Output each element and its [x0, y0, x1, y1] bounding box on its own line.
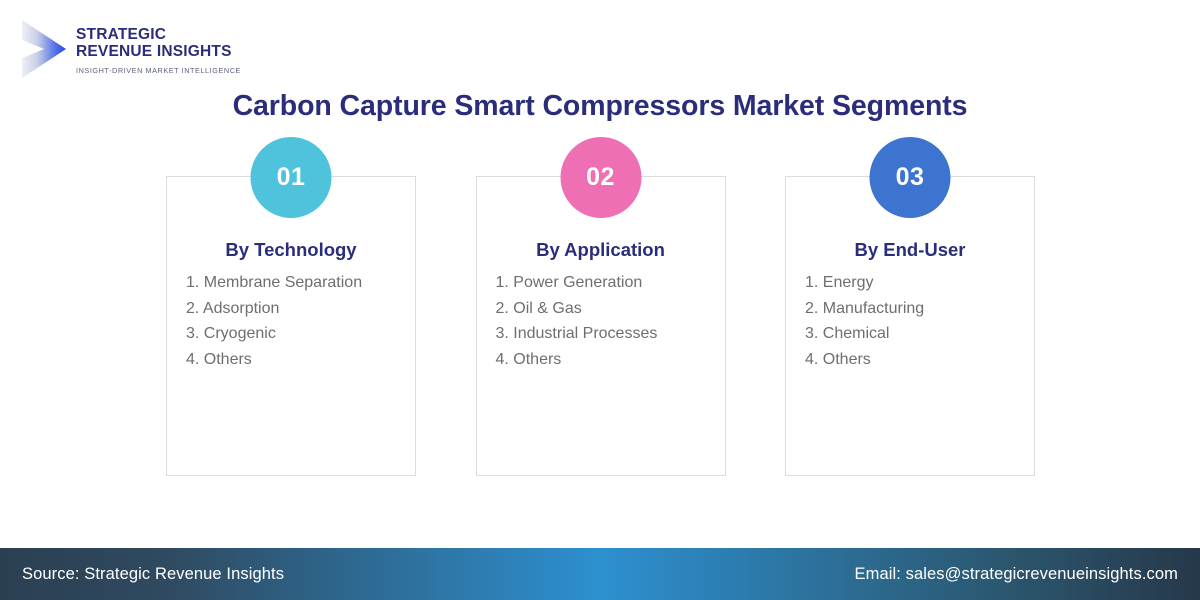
page-title: Carbon Capture Smart Compressors Market …	[232, 90, 968, 122]
segment-item-list: 1. Membrane Separation 2. Adsorption 3. …	[167, 270, 415, 372]
brand-name-line-1: STRATEGIC	[76, 25, 167, 43]
segment-card: 02 By Application 1. Power Generation 2.…	[475, 137, 726, 476]
segment-number-badge: 02	[560, 137, 641, 218]
list-item: 1. Energy	[805, 274, 874, 291]
list-item: 4. Others	[186, 350, 252, 368]
brand-logo: STRATEGIC REVENUE INSIGHTS INSIGHT-DRIVE…	[20, 18, 241, 80]
list-item: 1. Membrane Separation	[186, 274, 363, 291]
list-item: 3. Cryogenic	[186, 325, 276, 342]
segment-card: 01 By Technology 1. Membrane Separation …	[166, 137, 416, 476]
list-item: 4. Others	[495, 350, 562, 368]
footer-source: Source: Strategic Revenue Insights	[22, 564, 285, 583]
segment-card-title: By Technology	[225, 239, 357, 260]
segment-number-badge: 01	[250, 137, 332, 218]
list-item: 2. Oil & Gas	[495, 299, 582, 317]
segment-card-group: 01 By Technology 1. Membrane Separation …	[166, 137, 1035, 478]
segment-card: 03 By End-User 1. Energy 2. Manufacturin…	[785, 137, 1035, 476]
segment-card-title: By End-User	[854, 239, 966, 260]
list-item: 1. Power Generation	[495, 274, 643, 291]
brand-wordmark: STRATEGIC REVENUE INSIGHTS INSIGHT-DRIVE…	[76, 24, 241, 75]
brand-name-line-2: REVENUE INSIGHTS	[76, 42, 232, 60]
segment-item-list: 1. Power Generation 2. Oil & Gas 3. Indu…	[477, 270, 725, 372]
list-item: 3. Chemical	[805, 325, 890, 342]
list-item: 2. Manufacturing	[805, 299, 925, 317]
list-item: 3. Industrial Processes	[495, 325, 658, 342]
footer-email[interactable]: Email: sales@strategicrevenueinsights.co…	[854, 564, 1178, 583]
chevron-right-logo-icon	[22, 20, 66, 78]
footer-bar: Source: Strategic Revenue Insights Email…	[0, 548, 1200, 600]
segment-item-list: 1. Energy 2. Manufacturing 3. Chemical 4…	[786, 270, 1034, 372]
list-item: 4. Others	[805, 350, 871, 368]
segment-card-title: By Application	[536, 239, 665, 260]
brand-tagline: INSIGHT-DRIVEN MARKET INTELLIGENCE	[76, 65, 241, 75]
segment-number-badge: 03	[869, 137, 951, 218]
list-item: 2. Adsorption	[186, 299, 280, 317]
